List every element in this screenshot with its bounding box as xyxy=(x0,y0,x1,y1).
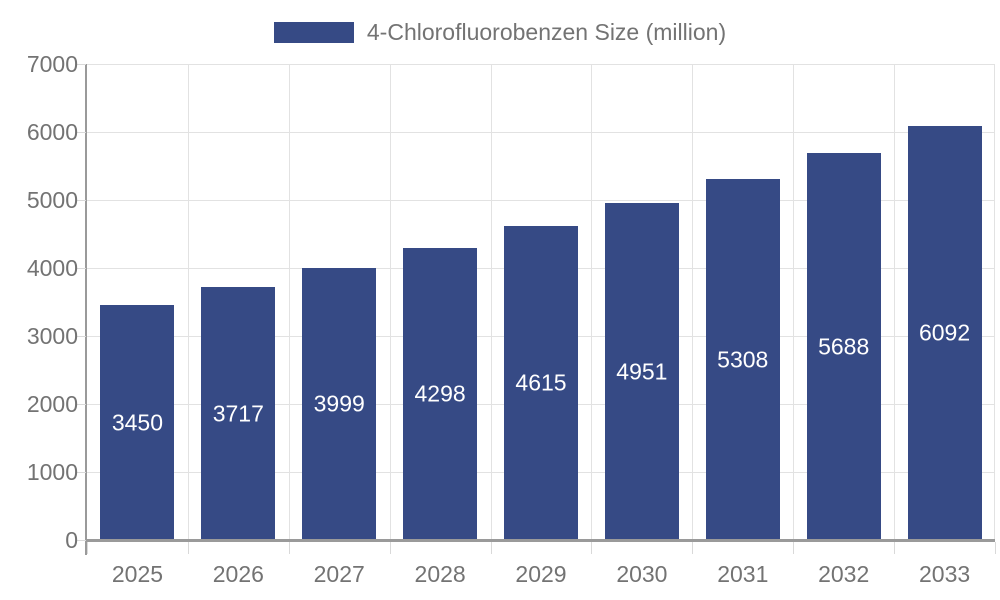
bar-category: 3450 xyxy=(87,64,188,540)
bar-category: 5308 xyxy=(692,64,793,540)
bar-category: 4615 xyxy=(491,64,592,540)
bar: 4615 xyxy=(503,226,578,540)
bar: 6092 xyxy=(907,126,982,540)
x-tick xyxy=(289,542,290,554)
v-gridline xyxy=(390,64,391,540)
bar-category: 4298 xyxy=(390,64,491,540)
y-tick-label: 0 xyxy=(65,527,78,553)
x-tick-label: 2030 xyxy=(616,561,668,587)
x-tick xyxy=(390,542,391,554)
x-tick xyxy=(491,542,492,554)
bar-value-label: 3999 xyxy=(313,390,365,417)
v-gridline xyxy=(692,64,693,540)
h-gridline xyxy=(87,64,995,65)
bar: 3717 xyxy=(201,287,276,540)
bar-value-label: 3450 xyxy=(111,409,164,435)
bar-category: 3717 xyxy=(188,64,289,540)
y-tick-label: 2000 xyxy=(26,391,78,417)
y-tick-label: 3000 xyxy=(26,323,78,349)
y-tick xyxy=(77,336,86,337)
legend-swatch-icon xyxy=(273,21,354,43)
bar-value-label: 5688 xyxy=(818,333,870,359)
y-axis-line xyxy=(85,64,87,555)
y-tick xyxy=(77,64,86,65)
bar-value-label: 4615 xyxy=(515,369,567,396)
x-tick-label: 2032 xyxy=(818,561,870,587)
x-tick-label: 2026 xyxy=(212,561,264,587)
x-tick-label: 2033 xyxy=(918,561,971,587)
x-tick xyxy=(793,542,794,554)
v-gridline xyxy=(491,64,492,540)
x-tick xyxy=(591,542,592,554)
v-gridline xyxy=(188,64,189,540)
bar: 3450 xyxy=(100,305,175,540)
y-tick xyxy=(77,200,86,201)
y-tick-label: 6000 xyxy=(26,119,78,145)
bar: 5688 xyxy=(806,153,881,540)
x-tick-label: 2027 xyxy=(313,561,365,587)
bar-value-label: 5308 xyxy=(717,346,769,372)
x-tick xyxy=(188,542,189,554)
x-tick xyxy=(894,542,895,554)
v-gridline xyxy=(793,64,794,540)
bar-value-label: 4951 xyxy=(616,358,668,384)
y-tick-label: 7000 xyxy=(26,51,78,77)
x-tick-label: 2031 xyxy=(717,561,769,587)
x-tick-label: 2028 xyxy=(414,561,466,587)
bar: 4951 xyxy=(604,203,679,540)
x-tick xyxy=(995,542,996,554)
y-tick-label: 4000 xyxy=(26,255,78,281)
x-tick-label: 2025 xyxy=(111,561,164,587)
bar: 5308 xyxy=(705,179,780,540)
bar-category: 6092 xyxy=(894,64,995,540)
v-gridline xyxy=(994,64,995,540)
bar-value-label: 4298 xyxy=(414,380,466,407)
x-axis-line xyxy=(87,539,995,542)
bar-category: 3999 xyxy=(289,64,390,540)
y-tick xyxy=(77,472,86,473)
bar: 4298 xyxy=(403,248,478,540)
plot-area: 3450 3717 3999 4298 4615 4951 5308 5688 6092 xyxy=(87,64,995,540)
bar-value-label: 6092 xyxy=(918,319,971,346)
bar-value-label: 3717 xyxy=(212,400,264,426)
y-tick-label: 5000 xyxy=(26,187,78,213)
x-tick xyxy=(692,542,693,554)
x-axis-labels: 2025 2026 2027 2028 2029 2030 2031 2032 2033 xyxy=(87,561,995,587)
bar: 3999 xyxy=(302,268,377,540)
x-tick-label: 2029 xyxy=(515,561,567,587)
h-gridline xyxy=(87,200,995,201)
bar-category: 5688 xyxy=(793,64,894,540)
legend[interactable]: 4-Chlorofluorobenzen Size (million) xyxy=(0,19,1000,45)
legend-label: 4-Chlorofluorobenzen Size (million) xyxy=(366,19,727,45)
y-tick xyxy=(77,268,86,269)
v-gridline xyxy=(894,64,895,540)
y-tick-label: 1000 xyxy=(26,459,78,485)
y-tick xyxy=(77,404,86,405)
y-tick xyxy=(77,540,86,541)
x-tick xyxy=(87,542,88,554)
h-gridline xyxy=(87,132,995,133)
bar-category: 4951 xyxy=(591,64,692,540)
y-tick xyxy=(77,132,86,133)
v-gridline xyxy=(591,64,592,540)
v-gridline xyxy=(289,64,290,540)
